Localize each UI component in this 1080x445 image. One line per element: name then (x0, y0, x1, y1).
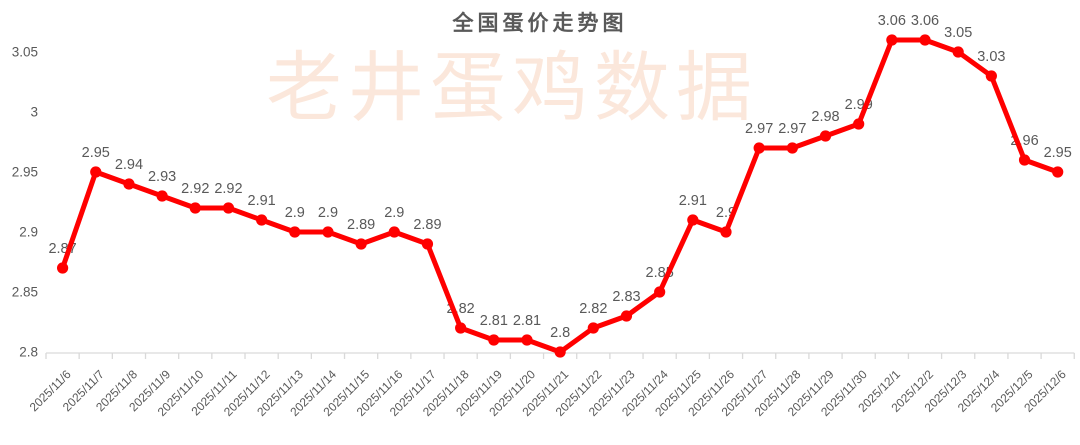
data-point-label: 2.92 (181, 181, 209, 197)
data-point (455, 322, 467, 334)
data-point-label: 2.95 (1044, 145, 1072, 161)
data-point-label: 2.8 (550, 325, 570, 341)
data-point (620, 310, 633, 322)
data-point (57, 262, 69, 274)
data-point-label: 3.05 (944, 25, 972, 41)
data-point (687, 214, 699, 226)
data-point-label: 2.98 (811, 109, 839, 125)
data-point (985, 70, 997, 82)
data-point-label: 2.83 (612, 289, 640, 305)
data-point (421, 238, 434, 250)
y-tick-label: 2.8 (19, 345, 38, 360)
data-point-label: 2.9 (285, 205, 305, 221)
data-point (819, 130, 832, 142)
data-point-label: 2.91 (248, 193, 276, 209)
data-point (1018, 154, 1031, 166)
data-point-label: 2.89 (347, 217, 375, 233)
y-tick-label: 2.95 (12, 165, 38, 180)
data-point (786, 142, 798, 154)
data-point-label: 2.9 (318, 205, 338, 221)
chart-title: 全国蛋价走势图 (452, 12, 628, 35)
data-point-label: 2.81 (480, 313, 508, 329)
data-point (720, 226, 732, 238)
data-point (388, 226, 400, 238)
price-line (60, 37, 1061, 355)
data-point (554, 346, 566, 358)
data-point (886, 34, 898, 46)
data-point (322, 226, 334, 238)
data-point (289, 226, 301, 238)
data-point (853, 118, 865, 130)
data-point (222, 202, 235, 214)
data-point (189, 202, 201, 214)
data-point-label: 2.9 (384, 205, 404, 221)
data-point-label: 2.97 (778, 121, 806, 137)
data-point-label: 2.97 (745, 121, 773, 137)
data-point (355, 238, 367, 250)
data-point-label: 2.91 (679, 193, 707, 209)
y-tick-label: 3 (30, 105, 38, 120)
y-tick-label: 2.9 (19, 225, 38, 240)
data-point (90, 166, 102, 178)
data-point (256, 214, 268, 226)
data-point (521, 334, 533, 346)
data-point-label: 2.92 (214, 181, 242, 197)
data-point (654, 286, 666, 298)
watermark-text: 老井蛋鸡数据 (266, 46, 758, 131)
data-point-label: 2.82 (579, 301, 607, 317)
data-point-label: 2.93 (148, 169, 176, 185)
y-tick-label: 3.05 (12, 45, 38, 60)
data-point (919, 34, 931, 46)
data-point-label: 2.95 (82, 145, 110, 161)
data-point-label: 2.94 (115, 157, 143, 173)
data-point (753, 142, 765, 154)
data-point-label: 3.06 (878, 13, 906, 29)
data-point (123, 178, 135, 190)
y-tick-label: 2.85 (12, 285, 38, 300)
data-point (587, 322, 599, 334)
data-point (156, 190, 168, 202)
data-point-label: 2.81 (513, 313, 541, 329)
data-point-label: 3.03 (977, 49, 1005, 65)
data-point-label: 3.06 (911, 13, 939, 29)
data-point (952, 46, 964, 58)
data-point-label: 2.89 (413, 217, 441, 233)
data-point (1052, 166, 1064, 178)
data-point (488, 334, 500, 346)
